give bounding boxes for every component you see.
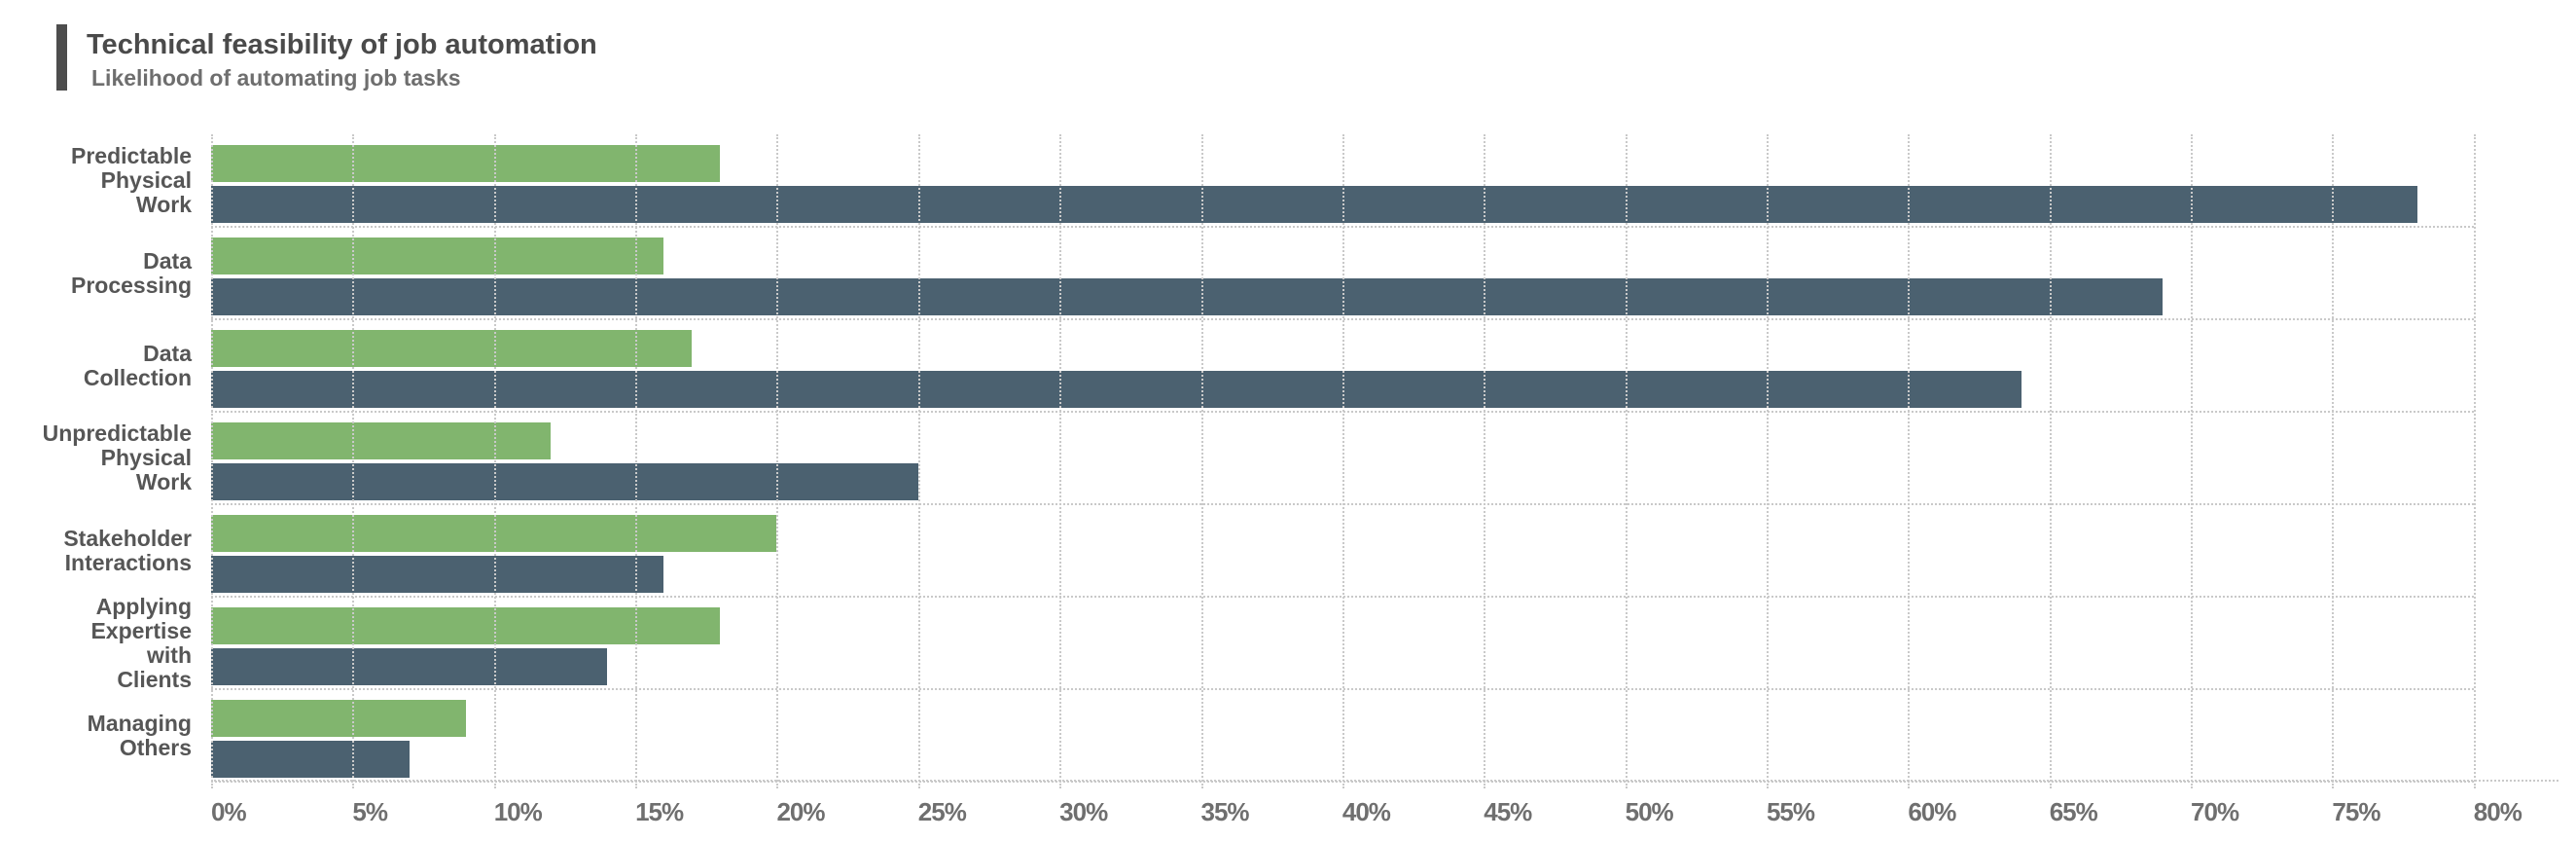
- axis-baseline: [211, 780, 2558, 782]
- category-label: Predictable Physical Work: [71, 143, 192, 217]
- bar-green: [211, 145, 721, 182]
- bar-group: [211, 319, 2558, 413]
- x-tick-label: 60%: [1908, 797, 1956, 826]
- x-tick-label: 0%: [211, 797, 247, 826]
- bar-group: [211, 504, 2558, 598]
- category-label: Data Processing: [71, 247, 192, 298]
- gridline: [1342, 134, 1344, 788]
- bar-slate: [211, 186, 2417, 223]
- gridline: [211, 134, 213, 788]
- x-axis: 0% 5% 10% 15% 20% 25% 30% 35% 40% 45% 50% 55% 60% 65%…: [211, 782, 2558, 835]
- bar-slate: [211, 371, 2021, 408]
- x-tick-label: 80%: [2473, 797, 2522, 826]
- bar-slate: [211, 741, 410, 778]
- bar-green: [211, 238, 664, 274]
- gridline: [1766, 134, 1769, 788]
- gridline: [1625, 134, 1628, 788]
- gridline: [1908, 134, 1911, 788]
- x-tick-label: 45%: [1484, 797, 1532, 826]
- plot-area: [211, 134, 2558, 788]
- category-label: Stakeholder Interactions: [63, 525, 192, 575]
- gridline: [917, 134, 920, 788]
- bar-slate: [211, 278, 2163, 315]
- x-tick-label: 50%: [1625, 797, 1674, 826]
- x-tick-label: 20%: [776, 797, 825, 826]
- x-tick-label: 65%: [2049, 797, 2098, 826]
- bar-green: [211, 422, 551, 459]
- category-label: Applying Expertise with Clients: [90, 593, 192, 692]
- bar-green: [211, 607, 721, 644]
- x-tick-label: 30%: [1059, 797, 1108, 826]
- category-label: Data Collection: [83, 340, 192, 390]
- x-tick-label: 5%: [352, 797, 388, 826]
- x-tick-label: 40%: [1342, 797, 1391, 826]
- bar-group: [211, 689, 2558, 783]
- bar-slate: [211, 463, 918, 500]
- gridline: [1484, 134, 1486, 788]
- x-tick-label: 35%: [1200, 797, 1250, 826]
- bar-slate: [211, 556, 664, 593]
- accent-bar: [56, 24, 67, 91]
- x-tick-label: 55%: [1766, 797, 1815, 826]
- bar-group: [211, 597, 2558, 690]
- gridline: [635, 134, 638, 788]
- chart-subtitle: Likelihood of automating job tasks: [91, 65, 461, 91]
- bar-group: [211, 134, 2558, 228]
- bar-green: [211, 700, 466, 737]
- gridline: [2049, 134, 2052, 788]
- x-tick-label: 75%: [2332, 797, 2380, 826]
- chart-title: Technical feasibility of job automation: [87, 29, 597, 60]
- category-label: Managing Others: [87, 710, 192, 760]
- x-tick-label: 25%: [917, 797, 967, 826]
- x-tick-label: 15%: [635, 797, 684, 826]
- gridline: [352, 134, 355, 788]
- gridline: [776, 134, 779, 788]
- x-tick-label: 10%: [493, 797, 543, 826]
- category-labels-column: Predictable Physical Work Data Processing Dat…: [0, 134, 198, 782]
- gridline: [2191, 134, 2194, 788]
- bar-group: [211, 227, 2558, 320]
- gridline: [1200, 134, 1203, 788]
- bar-slate: [211, 648, 607, 685]
- gridline: [493, 134, 496, 788]
- gridline: [1059, 134, 1062, 788]
- gridline: [2332, 134, 2335, 788]
- bar-group: [211, 412, 2558, 505]
- bar-green: [211, 330, 693, 367]
- gridline: [2473, 134, 2476, 788]
- category-label: Unpredictable Physical Work: [42, 420, 192, 494]
- x-tick-label: 70%: [2191, 797, 2239, 826]
